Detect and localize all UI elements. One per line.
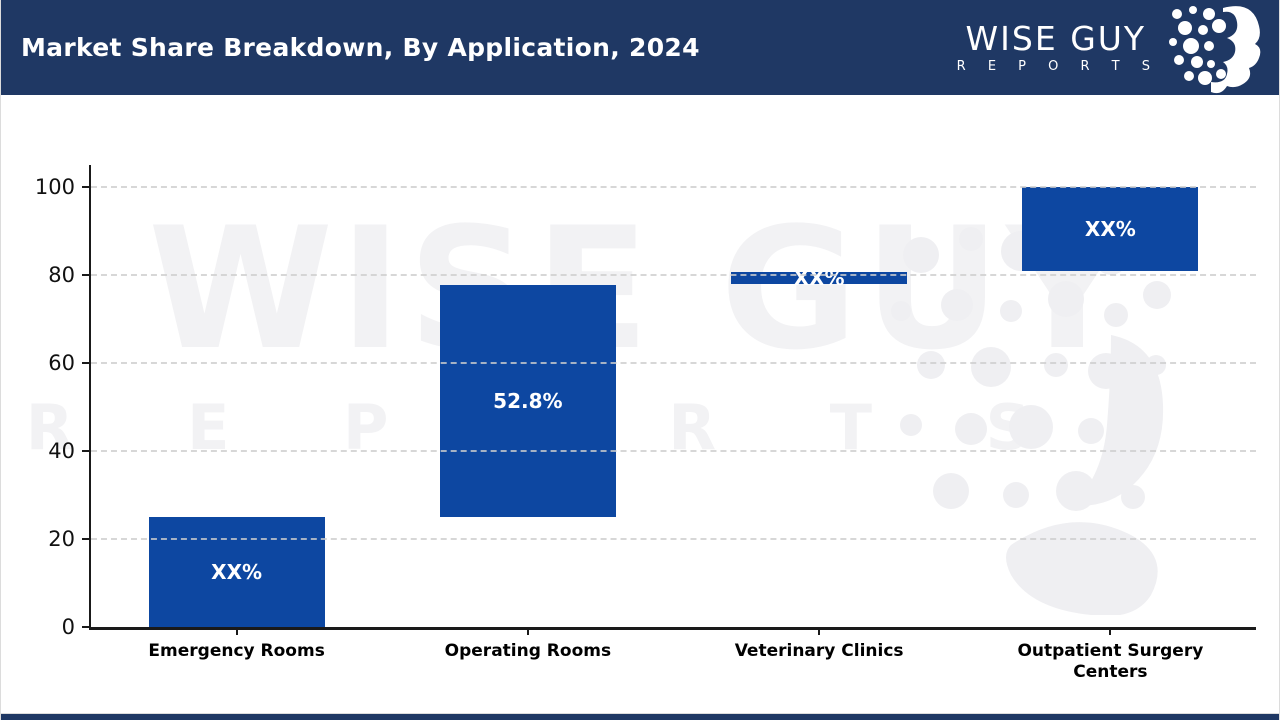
y-tick-label: 20 <box>48 527 75 551</box>
footer-accent-bar <box>1 713 1279 720</box>
y-tick-mark <box>82 186 91 188</box>
gridline-y60 <box>91 362 1256 364</box>
chart-title: Market Share Breakdown, By Application, … <box>21 33 700 62</box>
y-tick-mark <box>82 450 91 452</box>
logo-wordmark-line2: R E P O R T S <box>956 58 1159 74</box>
y-tick-label: 0 <box>61 615 75 639</box>
brand-logo: WISE GUY R E P O R T S <box>953 2 1267 94</box>
bar-value-label: XX% <box>793 265 845 290</box>
header-bar: Market Share Breakdown, By Application, … <box>1 0 1279 95</box>
x-category-label: Outpatient Surgery Centers <box>1017 641 1204 683</box>
plot-area: WISE GUY R E P O R T S 020406080100XX%Em… <box>1 95 1279 714</box>
bar-value-label: 52.8% <box>493 388 563 413</box>
x-category-label: Emergency Rooms <box>148 641 325 661</box>
x-category-label: Veterinary Clinics <box>734 641 904 661</box>
x-tick-mark <box>526 627 529 635</box>
bar-outpatient-surgery-centers: XX% <box>1022 187 1199 272</box>
bar-value-label: XX% <box>1084 217 1136 242</box>
logo-wordmark-line1: WISE GUY <box>965 18 1147 58</box>
plot-grid: 0 20 40 60 80 100 XX% Emergency Rooms 52.8% Opera… <box>35 165 1256 682</box>
logo-face-icon <box>1169 5 1261 93</box>
y-tick-mark <box>82 538 91 540</box>
y-tick-label: 40 <box>48 439 75 463</box>
x-category-label: Operating Rooms <box>444 641 612 661</box>
gridline-y80 <box>91 274 1256 276</box>
gridline-y20 <box>91 538 1256 540</box>
y-tick-label: 80 <box>48 263 75 287</box>
y-tick-mark <box>82 274 91 276</box>
y-tick-mark <box>82 626 91 628</box>
x-tick-mark <box>1109 627 1112 635</box>
gridline-y40 <box>91 450 1256 452</box>
x-tick-mark <box>235 627 238 635</box>
bar-emergency-rooms: XX% <box>148 517 325 627</box>
bar-operating-rooms: 52.8% <box>439 284 616 517</box>
x-tick-mark <box>818 627 821 635</box>
y-tick-label: 100 <box>34 175 75 199</box>
y-tick-mark <box>82 362 91 364</box>
logo-wordmark: WISE GUY R E P O R T S <box>953 22 1159 74</box>
bar-value-label: XX% <box>211 560 263 584</box>
y-tick-label: 60 <box>48 351 75 375</box>
gridline-y100 <box>91 186 1256 188</box>
